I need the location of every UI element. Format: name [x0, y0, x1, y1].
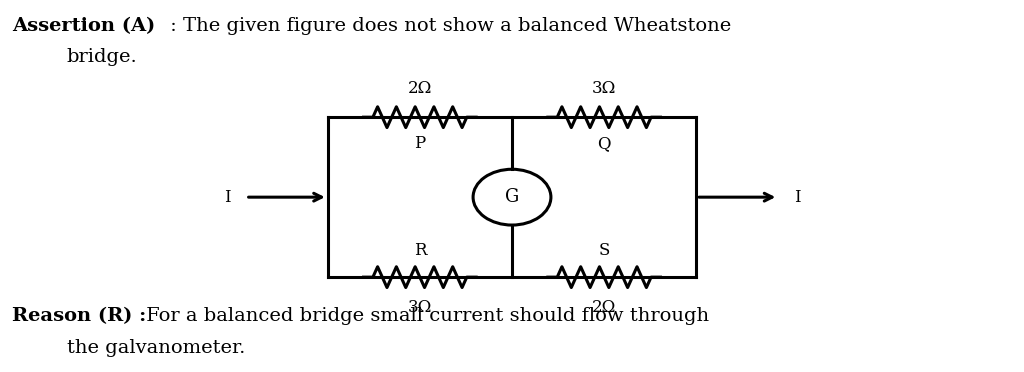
Text: R: R — [414, 242, 426, 259]
Text: P: P — [415, 135, 425, 152]
Text: Reason (R) :: Reason (R) : — [12, 307, 146, 325]
Text: 2Ω: 2Ω — [408, 80, 432, 97]
Text: Assertion (A): Assertion (A) — [12, 17, 156, 35]
Text: bridge.: bridge. — [67, 48, 137, 66]
Text: For a balanced bridge small current should flow through: For a balanced bridge small current shou… — [140, 307, 710, 325]
Text: 2Ω: 2Ω — [592, 299, 616, 317]
Text: I: I — [794, 189, 800, 206]
Text: I: I — [224, 189, 230, 206]
Text: 3Ω: 3Ω — [592, 80, 616, 97]
Text: S: S — [598, 242, 610, 259]
Text: the galvanometer.: the galvanometer. — [67, 339, 245, 356]
Text: G: G — [505, 188, 519, 206]
Text: Q: Q — [597, 135, 611, 152]
Text: 3Ω: 3Ω — [408, 299, 432, 317]
Text: : The given figure does not show a balanced Wheatstone: : The given figure does not show a balan… — [164, 17, 731, 35]
